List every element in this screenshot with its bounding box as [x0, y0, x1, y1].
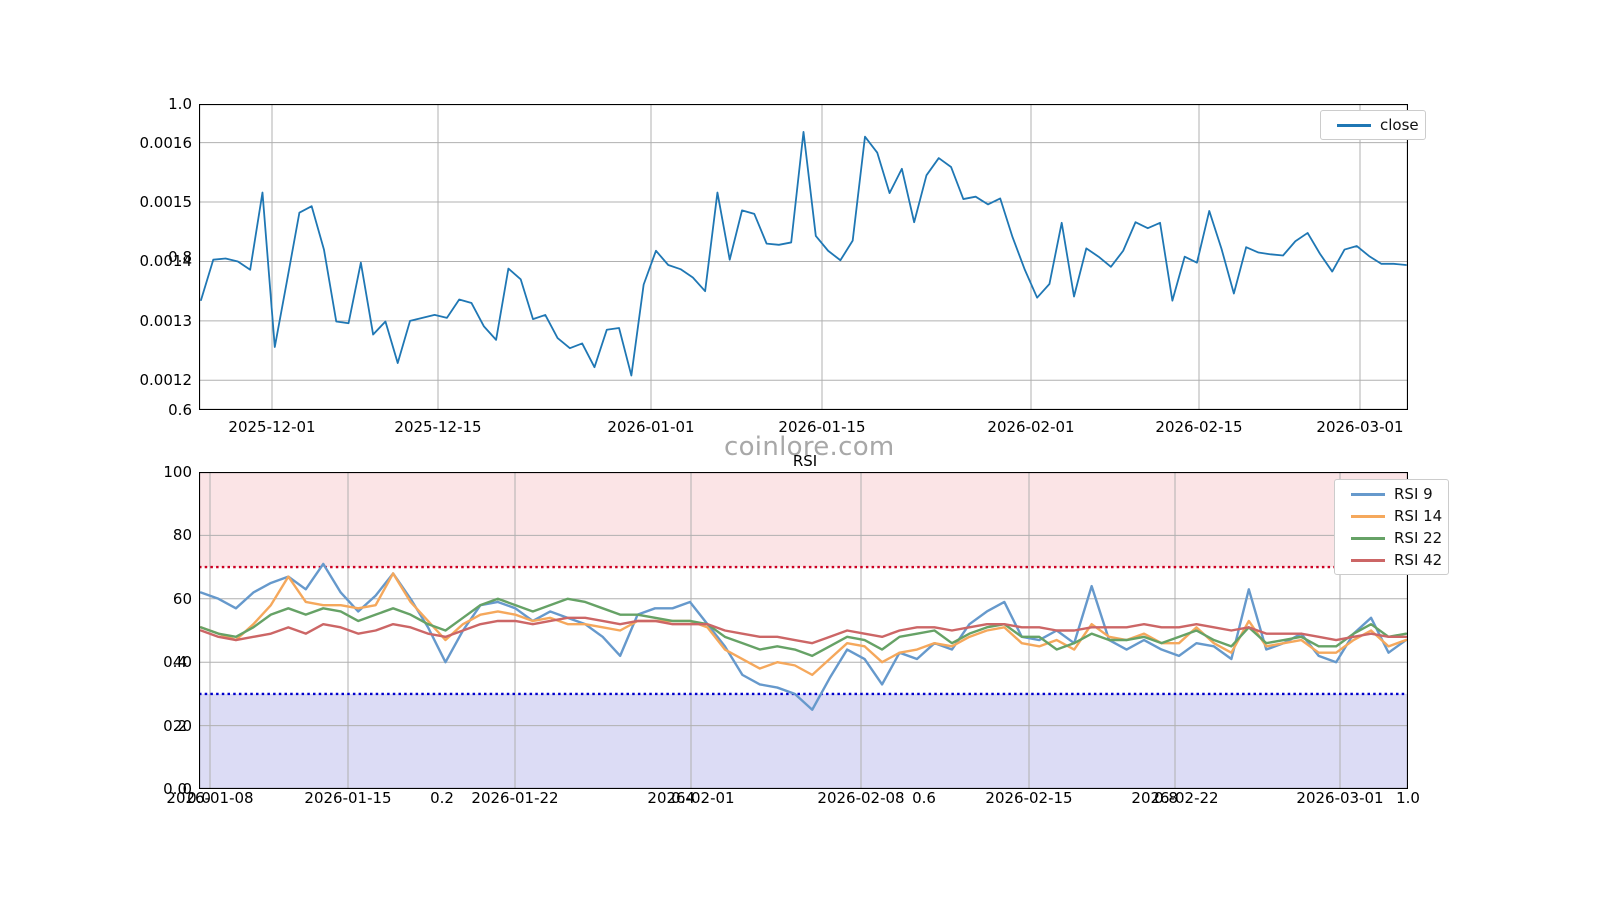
rsi-x-overlay-tick: 1.0	[1396, 789, 1420, 807]
price-x-tick: 2026-02-15	[1155, 418, 1243, 436]
legend-item-rsi-14[interactable]: RSI 14	[1341, 505, 1442, 527]
price-y-tick: 0.0015	[139, 193, 193, 212]
price-y-overlay-tick: 1.0	[168, 95, 192, 113]
legend-item-rsi-9[interactable]: RSI 9	[1341, 483, 1442, 505]
legend-item-close[interactable]: close	[1327, 114, 1419, 136]
price-chart-canvas	[199, 104, 1408, 410]
legend-item-rsi-22[interactable]: RSI 22	[1341, 527, 1442, 549]
rsi-band-oversold	[199, 693, 1408, 789]
legend-swatch-line-icon	[1351, 514, 1385, 518]
price-x-tick: 2026-01-15	[778, 418, 866, 436]
rsi-line-rsi-42	[199, 616, 1408, 645]
rsi-panel-title: RSI	[792, 452, 818, 470]
rsi-axis-frame	[199, 472, 1408, 789]
price-y-tick: 0.0014	[139, 252, 193, 271]
rsi-y-overlay-tick: 0.0	[163, 780, 187, 798]
rsi-x-date-tick: 2026-02-01	[647, 789, 735, 807]
price-x-tick: 2026-02-01	[987, 418, 1075, 436]
legend-label: RSI 14	[1394, 507, 1443, 525]
rsi-x-date-tick: 2026-02-15	[985, 789, 1073, 807]
rsi-x-overlay-tick: 0.6	[912, 789, 936, 807]
legend-swatch-line-icon	[1351, 558, 1385, 562]
legend-label: RSI 22	[1394, 529, 1443, 547]
price-x-tick: 2026-03-01	[1316, 418, 1404, 436]
rsi-line-rsi-22	[199, 597, 1408, 658]
rsi-x-overlay-tick: 0.0	[187, 789, 211, 807]
rsi-legend[interactable]: RSI 9 RSI 14 RSI 22 RSI 42	[1334, 479, 1450, 575]
price-y-overlay-tick: 0.8	[168, 248, 192, 266]
legend-swatch-line-icon	[1351, 492, 1385, 496]
legend-swatch-line-icon	[1337, 123, 1371, 127]
price-y-tick: 0.0013	[139, 311, 193, 330]
legend-item-rsi-42[interactable]: RSI 42	[1341, 549, 1442, 571]
rsi-y-tick: 80	[172, 526, 192, 545]
price-y-overlay-tick: 0.6	[168, 401, 192, 419]
rsi-y-overlay-tick: 0.4	[163, 653, 187, 672]
legend-label: close	[1380, 116, 1419, 134]
price-legend[interactable]: close	[1320, 110, 1426, 140]
rsi-x-overlay-tick: 0.8	[1154, 789, 1178, 807]
legend-label: RSI 9	[1394, 485, 1433, 503]
legend-swatch-line-icon	[1351, 536, 1385, 540]
rsi-y-tick: 40	[172, 653, 192, 672]
rsi-x-overlay-tick: 0.2	[430, 789, 454, 807]
price-x-tick: 2025-12-15	[394, 418, 482, 436]
rsi-x-date-tick: 2026-02-22	[1131, 789, 1219, 807]
price-y-tick: 0.0012	[139, 371, 193, 390]
rsi-y-tick: 60	[172, 589, 192, 608]
rsi-x-date-tick: 2026-02-08	[817, 789, 905, 807]
rsi-band-overbought	[199, 472, 1408, 568]
watermark: coinlore.com	[724, 432, 895, 462]
price-x-tick: 2026-01-01	[607, 418, 695, 436]
legend-label: RSI 42	[1394, 551, 1443, 569]
rsi-y-tick: 20	[172, 716, 192, 735]
rsi-y-overlay-tick: 0.2	[163, 716, 187, 735]
rsi-x-date-tick: 2026-03-01	[1296, 789, 1384, 807]
rsi-chart-canvas	[199, 472, 1408, 789]
rsi-line-rsi-9	[199, 562, 1408, 711]
price-y-tick: 0.0016	[139, 133, 193, 152]
rsi-x-overlay-tick: 0.4	[671, 789, 695, 807]
rsi-x-date-tick: 2026-01-08	[166, 789, 254, 807]
rsi-x-date-tick: 2026-01-15	[304, 789, 392, 807]
rsi-y-tick: 100	[163, 463, 192, 481]
close-price-line	[200, 131, 1407, 377]
rsi-y-tick: 0	[182, 780, 192, 798]
price-x-tick: 2025-12-01	[228, 418, 316, 436]
price-axis-frame	[199, 104, 1408, 410]
rsi-x-date-tick: 2026-01-22	[471, 789, 559, 807]
